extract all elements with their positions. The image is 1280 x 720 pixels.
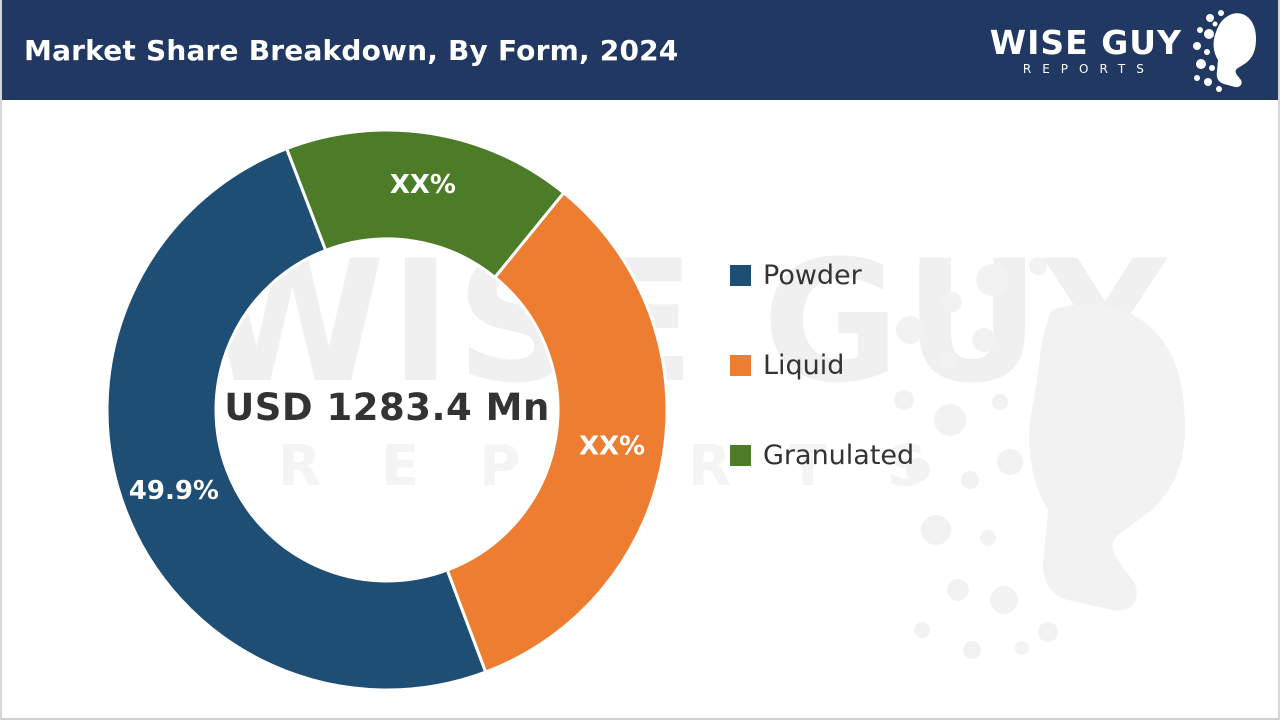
legend-item-granulated: Granulated [730, 440, 914, 470]
legend-swatch-powder [730, 264, 751, 286]
legend-item-powder: Powder [730, 260, 914, 290]
pie-slice-powder [105, 146, 488, 692]
pie-slice-granulated [284, 128, 566, 280]
legend-swatch-liquid [730, 354, 751, 376]
header-bar: Market Share Breakdown, By Form, 2024 WI… [2, 0, 1278, 100]
logo-line1: WISE GUY [989, 22, 1182, 62]
brand-logo: WISE GUY REPORTS [990, 8, 1260, 92]
donut-chart: 49.9% XX% XX% [105, 128, 669, 692]
logo-line2: REPORTS [1022, 61, 1155, 76]
legend-swatch-granulated [730, 444, 751, 466]
legend: Powder Liquid Granulated [730, 260, 914, 470]
page-title: Market Share Breakdown, By Form, 2024 [24, 33, 679, 67]
slice-label-granulated: XX% [390, 170, 456, 200]
slice-label-liquid: XX% [579, 432, 645, 462]
logo-wordmark: WISE GUY REPORTS [990, 26, 1182, 75]
legend-label-granulated: Granulated [763, 439, 915, 471]
dotted-face-profile-icon [1193, 10, 1256, 92]
donut-center-value: USD 1283.4 Mn [224, 386, 550, 429]
slice-label-powder: 49.9% [129, 476, 219, 506]
legend-item-liquid: Liquid [730, 350, 914, 380]
legend-label-powder: Powder [763, 259, 862, 291]
pie-slice-liquid [445, 190, 669, 674]
chart-area: WISE GUY REPORTS 49.9%XX%XX% USD 1283.4 … [2, 100, 1278, 718]
legend-label-liquid: Liquid [763, 349, 845, 381]
